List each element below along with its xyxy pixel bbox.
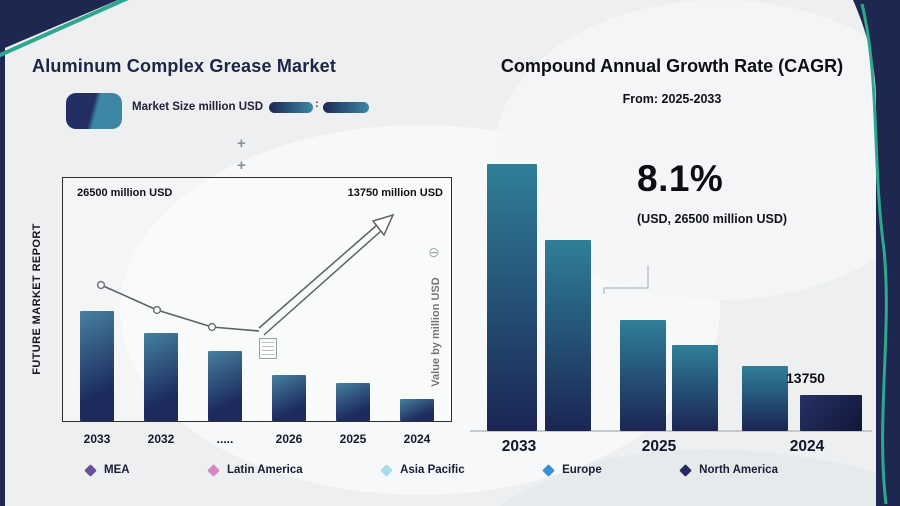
bar: [672, 345, 718, 431]
legend-label: Asia Pacific: [400, 464, 465, 476]
annotation-2024-value: 13750 million USD: [347, 187, 443, 199]
left-chart-plot-area: 26500 million USD 13750 million USD 2033…: [62, 177, 452, 446]
bar: [620, 320, 666, 431]
legend-item: Asia Pacific: [380, 463, 465, 477]
bar: [80, 311, 114, 421]
x-tick-label: 2033: [83, 432, 111, 446]
diamond-icon: [84, 463, 97, 477]
plus-mark-icon: +: [237, 157, 246, 174]
trend-overlay: [96, 213, 395, 336]
side-axis-title: FUTURE MARKET REPORT: [31, 223, 43, 375]
x-tick-label: 2026: [275, 432, 303, 446]
legend-item: Latin America: [207, 463, 303, 477]
x-tick-label: 2032: [147, 432, 175, 446]
legend-label: North America: [699, 464, 778, 476]
bar: [800, 395, 862, 431]
trend-line: [100, 284, 260, 332]
gradient-pill-icon: [269, 102, 313, 113]
right-bars: 2033 2025 2024: [470, 160, 872, 455]
bar: [400, 399, 434, 421]
top-left-corner-shape: [0, 0, 118, 50]
circle-minus-icon: ⊖: [428, 244, 440, 260]
region-legend: MEA Latin America Asia Pacific Europe North …: [84, 463, 778, 477]
x-axis-line: [470, 430, 872, 432]
market-size-icon: [66, 93, 122, 129]
bar: [545, 240, 591, 431]
bar-group: .....: [205, 178, 245, 446]
trend-marker: [152, 305, 162, 315]
left-edge-band: [0, 0, 5, 506]
legend-label: MEA: [104, 464, 130, 476]
bar: [487, 164, 537, 431]
bar-group: 2024: [397, 178, 437, 446]
trend-marker: [207, 322, 217, 332]
x-tick-label: 2025: [641, 438, 677, 455]
bar: [144, 333, 178, 421]
x-tick-label: .....: [216, 432, 234, 446]
left-bars: 2033 2032..... 2026 2025 2024: [63, 178, 451, 446]
gradient-pill-icon: [323, 102, 369, 113]
trend-arrowhead: [371, 213, 395, 237]
legend-label: Europe: [562, 464, 602, 476]
diamond-icon: [542, 463, 555, 477]
plus-mark-icon: +: [237, 135, 246, 152]
trend-marker: [96, 280, 106, 290]
diamond-icon: [380, 463, 393, 477]
bar-group: 2033: [77, 178, 117, 446]
bar-group: 2025: [333, 178, 373, 446]
pill-separator: :: [315, 98, 319, 110]
bar: [742, 366, 788, 431]
legend-item: MEA: [84, 463, 130, 477]
legend-item: North America: [679, 463, 778, 477]
market-size-legend-label: Market Size million USD: [132, 101, 264, 113]
x-tick-label: 2033: [501, 438, 537, 455]
cagr-note: (USD, 26500 million USD): [637, 212, 788, 226]
x-tick-label: 2024: [789, 438, 825, 455]
left-chart-title: Aluminum Complex Grease Market: [32, 56, 337, 76]
trend-arrow-edge: [263, 230, 382, 336]
annotation-2033-value: 26500 million USD: [77, 187, 173, 199]
diamond-icon: [679, 463, 693, 477]
cagr-period-subtitle: From: 2025-2033: [622, 92, 722, 106]
legend-label: Latin America: [227, 464, 303, 476]
bar: [336, 383, 370, 421]
bar-group: 2026: [269, 178, 309, 446]
x-tick-label: 2025: [339, 432, 367, 446]
document-icon: [259, 338, 277, 359]
bar-value-label-2024: 13750: [786, 370, 825, 386]
right-chart-title: Compound Annual Growth Rate (CAGR): [500, 56, 844, 76]
diamond-icon: [207, 463, 220, 477]
step-bracket-shape: [603, 266, 649, 294]
bar-group: 2032: [141, 178, 181, 446]
teal-accent-curve: [860, 3, 888, 505]
bar: [272, 375, 306, 421]
legend-item: Europe: [542, 463, 602, 477]
bar: [208, 351, 242, 421]
right-edge-band: [853, 0, 900, 506]
cagr-value: 8.1%: [637, 158, 724, 199]
trend-arrow-edge: [258, 224, 378, 329]
x-tick-label: 2024: [403, 432, 431, 446]
teal-accent-line: [0, 0, 129, 58]
